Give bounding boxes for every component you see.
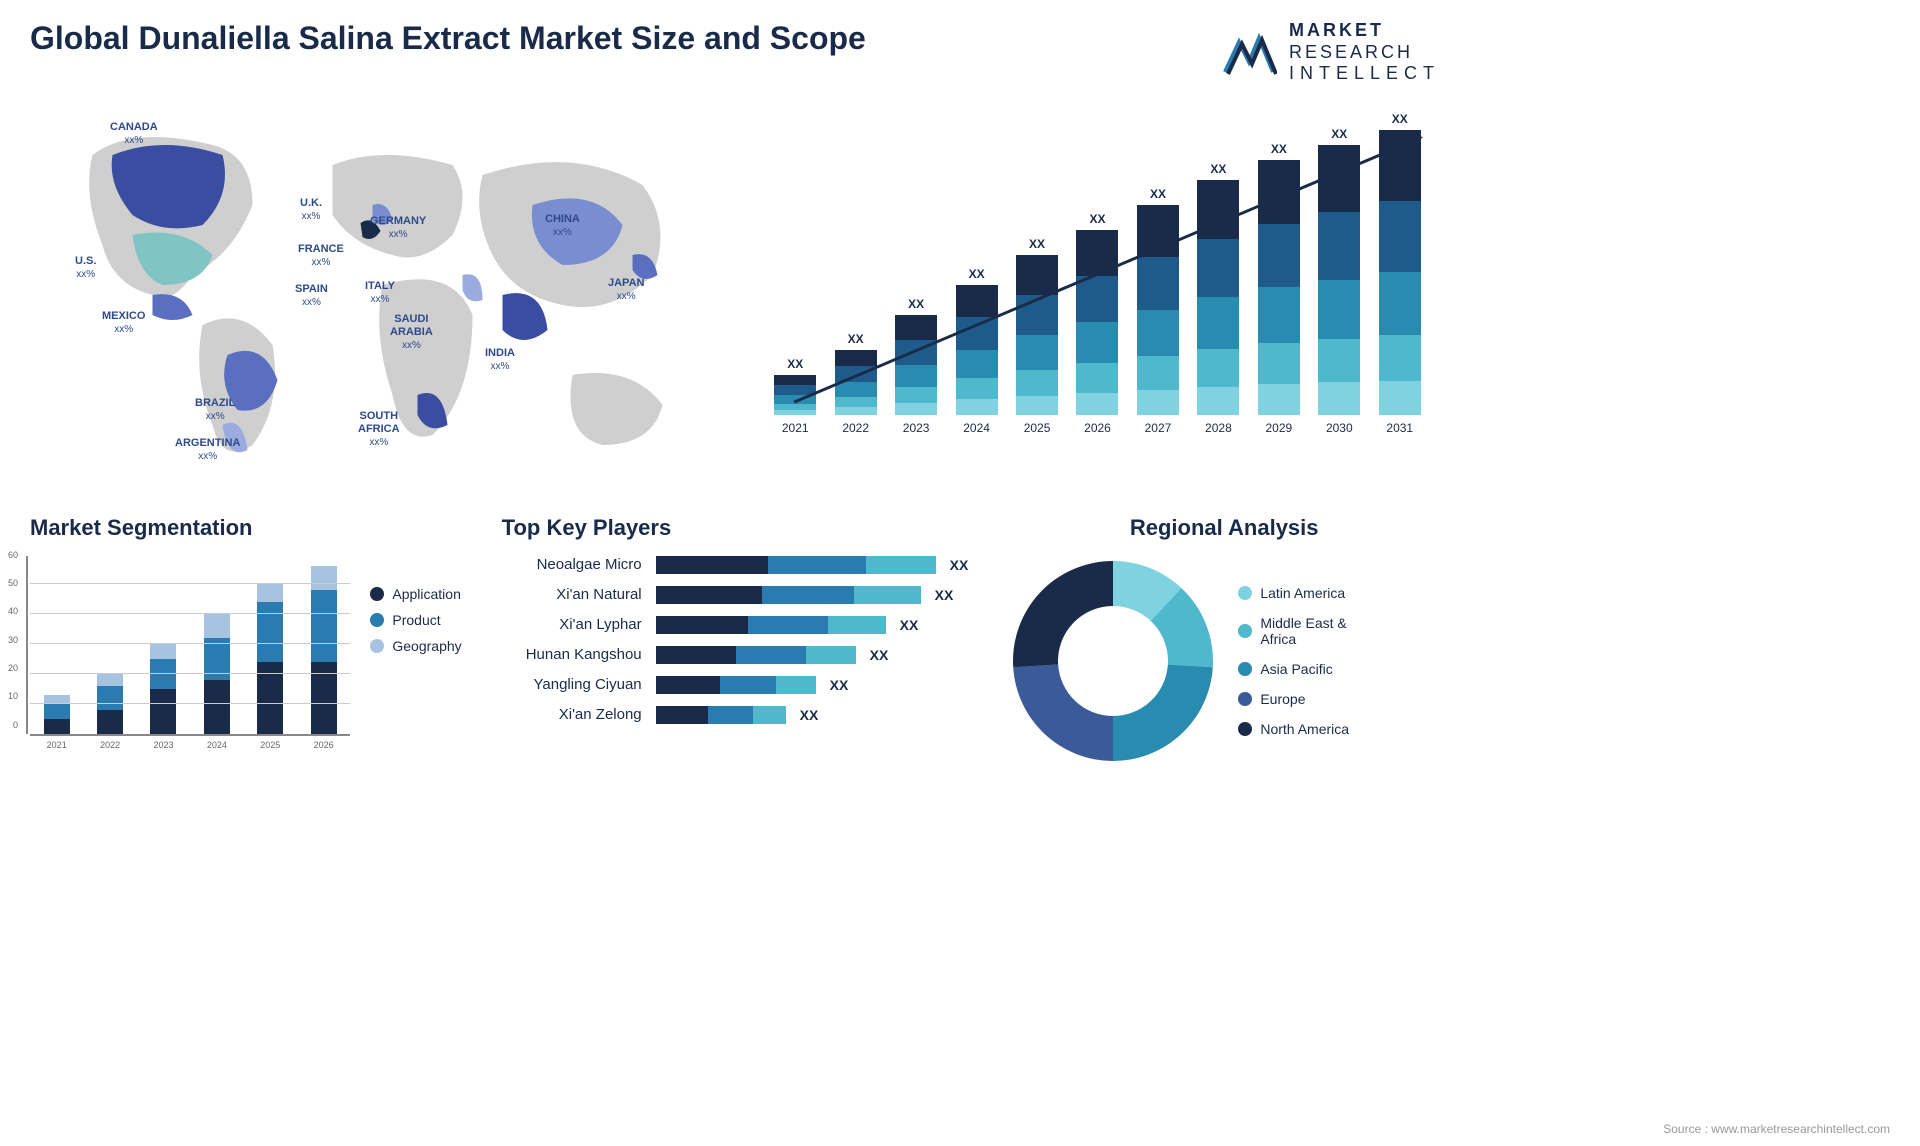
- forecast-bar: XX: [1007, 237, 1067, 415]
- legend-item: Asia Pacific: [1238, 661, 1349, 677]
- segmentation-title: Market Segmentation: [30, 515, 462, 541]
- map-label: BRAZILxx%: [195, 397, 235, 423]
- segmentation-bar: [150, 644, 176, 734]
- segmentation-bar: [44, 695, 70, 734]
- legend-item: Middle East &Africa: [1238, 615, 1349, 647]
- segmentation-bar: [311, 566, 337, 734]
- map-label: INDIAxx%: [485, 347, 515, 373]
- map-label: U.S.xx%: [75, 255, 96, 281]
- logo-line3: INTELLECT: [1289, 63, 1440, 85]
- key-players-list: Neoalgae MicroXX Xi'an NaturalXX Xi'an Lyp…: [502, 556, 969, 724]
- forecast-bar: XX: [886, 297, 946, 415]
- forecast-bar: XX: [825, 332, 885, 415]
- key-player-row: Yangling CiyuanXX: [502, 676, 969, 694]
- key-player-row: Hunan KangshouXX: [502, 646, 969, 664]
- segmentation-panel: Market Segmentation 6050403020100 202120…: [30, 515, 462, 776]
- map-label: ITALYxx%: [365, 280, 395, 306]
- donut-slice: [1113, 664, 1213, 761]
- map-label: CHINAxx%: [545, 213, 580, 239]
- source-text: Source : www.marketresearchintellect.com: [1663, 1122, 1890, 1136]
- legend-item: Europe: [1238, 691, 1349, 707]
- world-map-panel: CANADAxx% U.S.xx% MEXICOxx% BRAZILxx% ARGENT…: [30, 115, 715, 475]
- legend-item: Latin America: [1238, 585, 1349, 601]
- logo-icon: [1221, 28, 1277, 76]
- regional-title: Regional Analysis: [1008, 515, 1440, 541]
- map-label: MEXICOxx%: [102, 310, 145, 336]
- map-label: U.K.xx%: [300, 197, 322, 223]
- segmentation-bar: [257, 584, 283, 734]
- regional-panel: Regional Analysis Latin America Middle Ea…: [1008, 515, 1440, 776]
- segmentation-legend: Application Product Geography: [370, 556, 461, 776]
- forecast-bar: XX: [765, 357, 825, 415]
- map-label: SAUDIARABIAxx%: [390, 313, 433, 353]
- key-player-row: Xi'an LypharXX: [502, 616, 969, 634]
- forecast-bar: XX: [1249, 142, 1309, 415]
- map-label: ARGENTINAxx%: [175, 437, 240, 463]
- forecast-bar: XX: [1309, 127, 1369, 415]
- map-label: JAPANxx%: [608, 277, 644, 303]
- forecast-bar: XX: [1128, 187, 1188, 415]
- donut-slice: [1014, 664, 1114, 761]
- legend-item: Product: [370, 612, 461, 628]
- legend-item: North America: [1238, 721, 1349, 737]
- segmentation-chart: 6050403020100 202120222023202420252026: [30, 556, 350, 776]
- key-players-title: Top Key Players: [502, 515, 969, 541]
- key-players-panel: Top Key Players Neoalgae MicroXX Xi'an Na…: [502, 515, 969, 776]
- segmentation-bar: [97, 674, 123, 734]
- map-label: CANADAxx%: [110, 121, 158, 147]
- legend-item: Application: [370, 586, 461, 602]
- brand-logo: MARKET RESEARCH INTELLECT: [1221, 20, 1440, 85]
- regional-donut: [1008, 556, 1218, 766]
- forecast-bar: XX: [946, 267, 1006, 415]
- page-title: Global Dunaliella Salina Extract Market …: [30, 20, 866, 57]
- map-label: GERMANYxx%: [370, 215, 426, 241]
- forecast-bar: XX: [1188, 162, 1248, 415]
- map-label: FRANCExx%: [298, 243, 344, 269]
- logo-line1: MARKET: [1289, 20, 1440, 42]
- legend-item: Geography: [370, 638, 461, 654]
- key-player-row: Neoalgae MicroXX: [502, 556, 969, 574]
- logo-line2: RESEARCH: [1289, 42, 1440, 64]
- key-player-row: Xi'an NaturalXX: [502, 586, 969, 604]
- segmentation-bar: [204, 614, 230, 734]
- map-label: SOUTHAFRICAxx%: [358, 410, 400, 450]
- forecast-bar: XX: [1370, 112, 1430, 415]
- forecast-bar: XX: [1067, 212, 1127, 415]
- map-label: SPAINxx%: [295, 283, 328, 309]
- donut-slice: [1013, 561, 1113, 667]
- regional-legend: Latin America Middle East &Africa Asia Pac…: [1238, 585, 1349, 737]
- key-player-row: Xi'an ZelongXX: [502, 706, 969, 724]
- forecast-chart-panel: XXXXXXXXXXXXXXXXXXXXXX 20212022202320242…: [755, 115, 1440, 475]
